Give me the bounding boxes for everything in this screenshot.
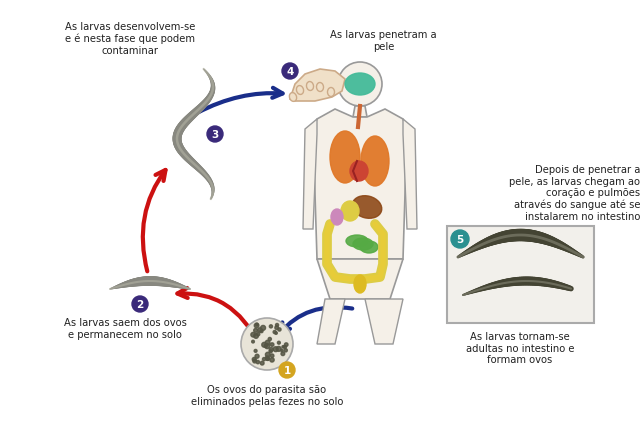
Ellipse shape	[353, 239, 373, 250]
Ellipse shape	[256, 360, 260, 364]
Ellipse shape	[269, 348, 273, 352]
Ellipse shape	[345, 74, 375, 96]
Ellipse shape	[269, 350, 272, 353]
Polygon shape	[313, 110, 407, 259]
Ellipse shape	[281, 352, 285, 356]
Ellipse shape	[360, 242, 378, 253]
Ellipse shape	[264, 345, 267, 348]
Ellipse shape	[350, 161, 368, 181]
Text: As larvas saem dos ovos
e permanecem no solo: As larvas saem dos ovos e permanecem no …	[63, 317, 186, 339]
Ellipse shape	[255, 354, 259, 358]
Ellipse shape	[275, 324, 278, 327]
Ellipse shape	[254, 350, 257, 352]
Text: 1: 1	[284, 365, 291, 375]
Ellipse shape	[258, 328, 262, 332]
Ellipse shape	[281, 349, 283, 352]
Ellipse shape	[266, 357, 269, 360]
Circle shape	[207, 127, 223, 143]
Circle shape	[282, 64, 298, 80]
Ellipse shape	[275, 332, 277, 334]
Ellipse shape	[266, 352, 270, 357]
FancyBboxPatch shape	[447, 227, 594, 323]
Ellipse shape	[289, 93, 296, 102]
Ellipse shape	[260, 361, 264, 365]
Text: 3: 3	[211, 130, 219, 140]
Ellipse shape	[330, 132, 360, 184]
Ellipse shape	[284, 343, 288, 347]
Ellipse shape	[284, 349, 287, 352]
Polygon shape	[290, 70, 345, 102]
Ellipse shape	[354, 275, 366, 294]
Ellipse shape	[296, 86, 303, 95]
Ellipse shape	[331, 210, 343, 225]
Ellipse shape	[346, 236, 368, 248]
Polygon shape	[365, 299, 403, 344]
Ellipse shape	[251, 333, 255, 337]
Ellipse shape	[254, 323, 259, 328]
Text: 2: 2	[136, 299, 143, 309]
Polygon shape	[303, 120, 317, 230]
Text: 4: 4	[286, 67, 294, 77]
Ellipse shape	[266, 356, 269, 360]
Ellipse shape	[273, 347, 278, 352]
Ellipse shape	[255, 323, 258, 326]
Text: As larvas penetram a
pele: As larvas penetram a pele	[330, 30, 436, 52]
Ellipse shape	[317, 83, 323, 92]
Ellipse shape	[265, 344, 269, 349]
Polygon shape	[317, 259, 403, 299]
Ellipse shape	[270, 358, 274, 362]
Ellipse shape	[253, 334, 259, 339]
Text: As larvas desenvolvem-se
e é nesta fase que podem
contaminar: As larvas desenvolvem-se e é nesta fase …	[65, 22, 195, 56]
Circle shape	[338, 63, 382, 107]
Ellipse shape	[257, 333, 260, 336]
Circle shape	[451, 230, 469, 248]
Ellipse shape	[273, 331, 276, 334]
Ellipse shape	[284, 345, 287, 348]
Ellipse shape	[260, 330, 263, 333]
Ellipse shape	[252, 340, 254, 343]
Ellipse shape	[269, 325, 273, 328]
Polygon shape	[403, 120, 417, 230]
Ellipse shape	[253, 329, 257, 333]
Ellipse shape	[268, 338, 271, 341]
Polygon shape	[353, 107, 367, 118]
Ellipse shape	[277, 342, 280, 344]
Polygon shape	[317, 299, 345, 344]
Ellipse shape	[275, 326, 278, 330]
Circle shape	[132, 296, 148, 312]
Ellipse shape	[260, 325, 266, 331]
Ellipse shape	[252, 357, 256, 362]
Text: 5: 5	[456, 234, 463, 245]
Ellipse shape	[265, 340, 270, 345]
Text: Os ovos do parasita são
eliminados pelas fezes no solo: Os ovos do parasita são eliminados pelas…	[191, 384, 343, 406]
Text: Depois de penetrar a
pele, as larvas chegam ao
coração e pulmões
através do sang: Depois de penetrar a pele, as larvas che…	[509, 164, 640, 222]
Ellipse shape	[361, 137, 389, 187]
Ellipse shape	[270, 354, 274, 358]
Ellipse shape	[253, 360, 257, 363]
Ellipse shape	[278, 328, 281, 331]
Ellipse shape	[307, 82, 314, 91]
Text: As larvas tornam-se
adultas no intestino e
formam ovos: As larvas tornam-se adultas no intestino…	[466, 331, 574, 364]
Ellipse shape	[271, 343, 274, 346]
Ellipse shape	[241, 318, 293, 370]
Circle shape	[279, 362, 295, 378]
Ellipse shape	[282, 346, 284, 348]
Ellipse shape	[276, 347, 281, 351]
Ellipse shape	[328, 88, 335, 97]
Ellipse shape	[266, 357, 269, 360]
Ellipse shape	[262, 358, 266, 361]
Ellipse shape	[262, 343, 267, 347]
Ellipse shape	[352, 196, 382, 219]
Ellipse shape	[341, 201, 359, 222]
